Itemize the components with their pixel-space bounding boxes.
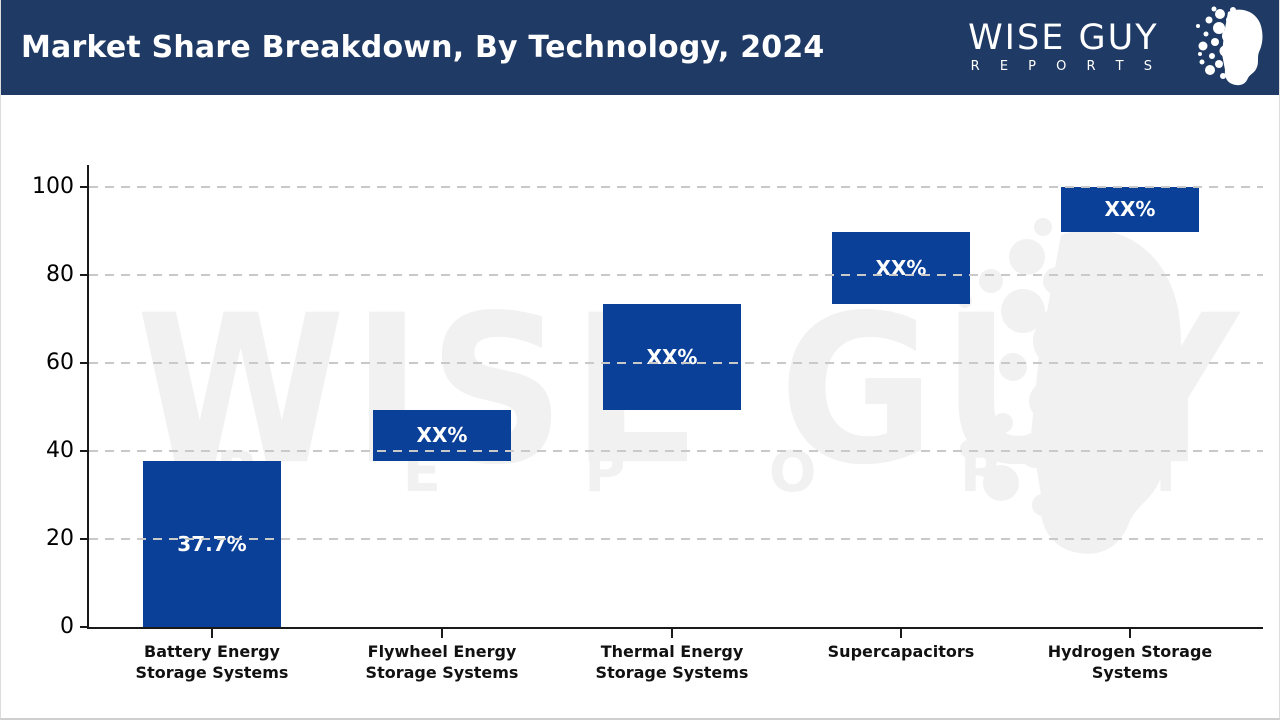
x-tick [900,629,902,638]
y-tick-label: 40 [46,438,74,463]
y-axis [87,165,89,629]
y-tick-label: 20 [46,526,74,551]
logo-text: WISE GUY R E P O R T S [967,18,1160,75]
y-tick [80,186,88,188]
logo-wordmark: WISE GUY [968,18,1159,58]
x-category-label-supercapacitors: Supercapacitors [827,642,975,661]
x-tick [211,629,213,638]
logo-subtitle: R E P O R T S [970,59,1160,74]
y-tick-label: 0 [60,614,74,639]
x-tick [441,629,443,638]
x-axis [87,627,1263,629]
bar-value-label: 37.7% [177,532,247,557]
bar-value-label: XX% [646,344,698,369]
y-tick-label: 80 [46,262,74,287]
bar-value-label: XX% [875,255,927,280]
y-tick-label: 60 [46,350,74,375]
x-tick [1129,629,1131,638]
bar-battery-energy-storage-systems: 37.7% [143,461,281,627]
x-category-label-thermal-energy-storage-systems: Thermal Energy Storage Systems [595,642,749,682]
y-tick [80,274,88,276]
y-tick-label: 100 [32,174,74,199]
x-category-label-hydrogen-storage-systems: Hydrogen Storage Systems [1047,642,1213,682]
wise-guy-head-icon [1196,6,1263,85]
chart-plot-area: 37.7% XX% XX% XX% XX% [89,165,1263,627]
x-category-label-flywheel-energy-storage-systems: Flywheel Energy Storage Systems [365,642,519,682]
bar-thermal-energy-storage-systems: XX% [603,304,741,410]
x-tick [671,629,673,638]
y-tick [80,450,88,452]
chart-title: Market Share Breakdown, By Technology, 2… [21,30,825,65]
header-banner: Market Share Breakdown, By Technology, 2… [1,0,1279,95]
y-tick [80,626,88,628]
wise-guy-logo: WISE GUY R E P O R T S [967,4,1279,92]
bar-value-label: XX% [1104,197,1156,222]
y-tick [80,538,88,540]
x-category-label-battery-energy-storage-systems: Battery Energy Storage Systems [135,642,289,682]
y-tick [80,362,88,364]
bar-value-label: XX% [416,423,468,448]
gridline-80 [89,274,1263,276]
bar-supercapacitors: XX% [832,231,970,305]
bar-hydrogen-storage-systems: XX% [1061,187,1199,232]
bar-flywheel-energy-storage-systems: XX% [373,409,511,462]
gridline-40 [89,450,1263,452]
